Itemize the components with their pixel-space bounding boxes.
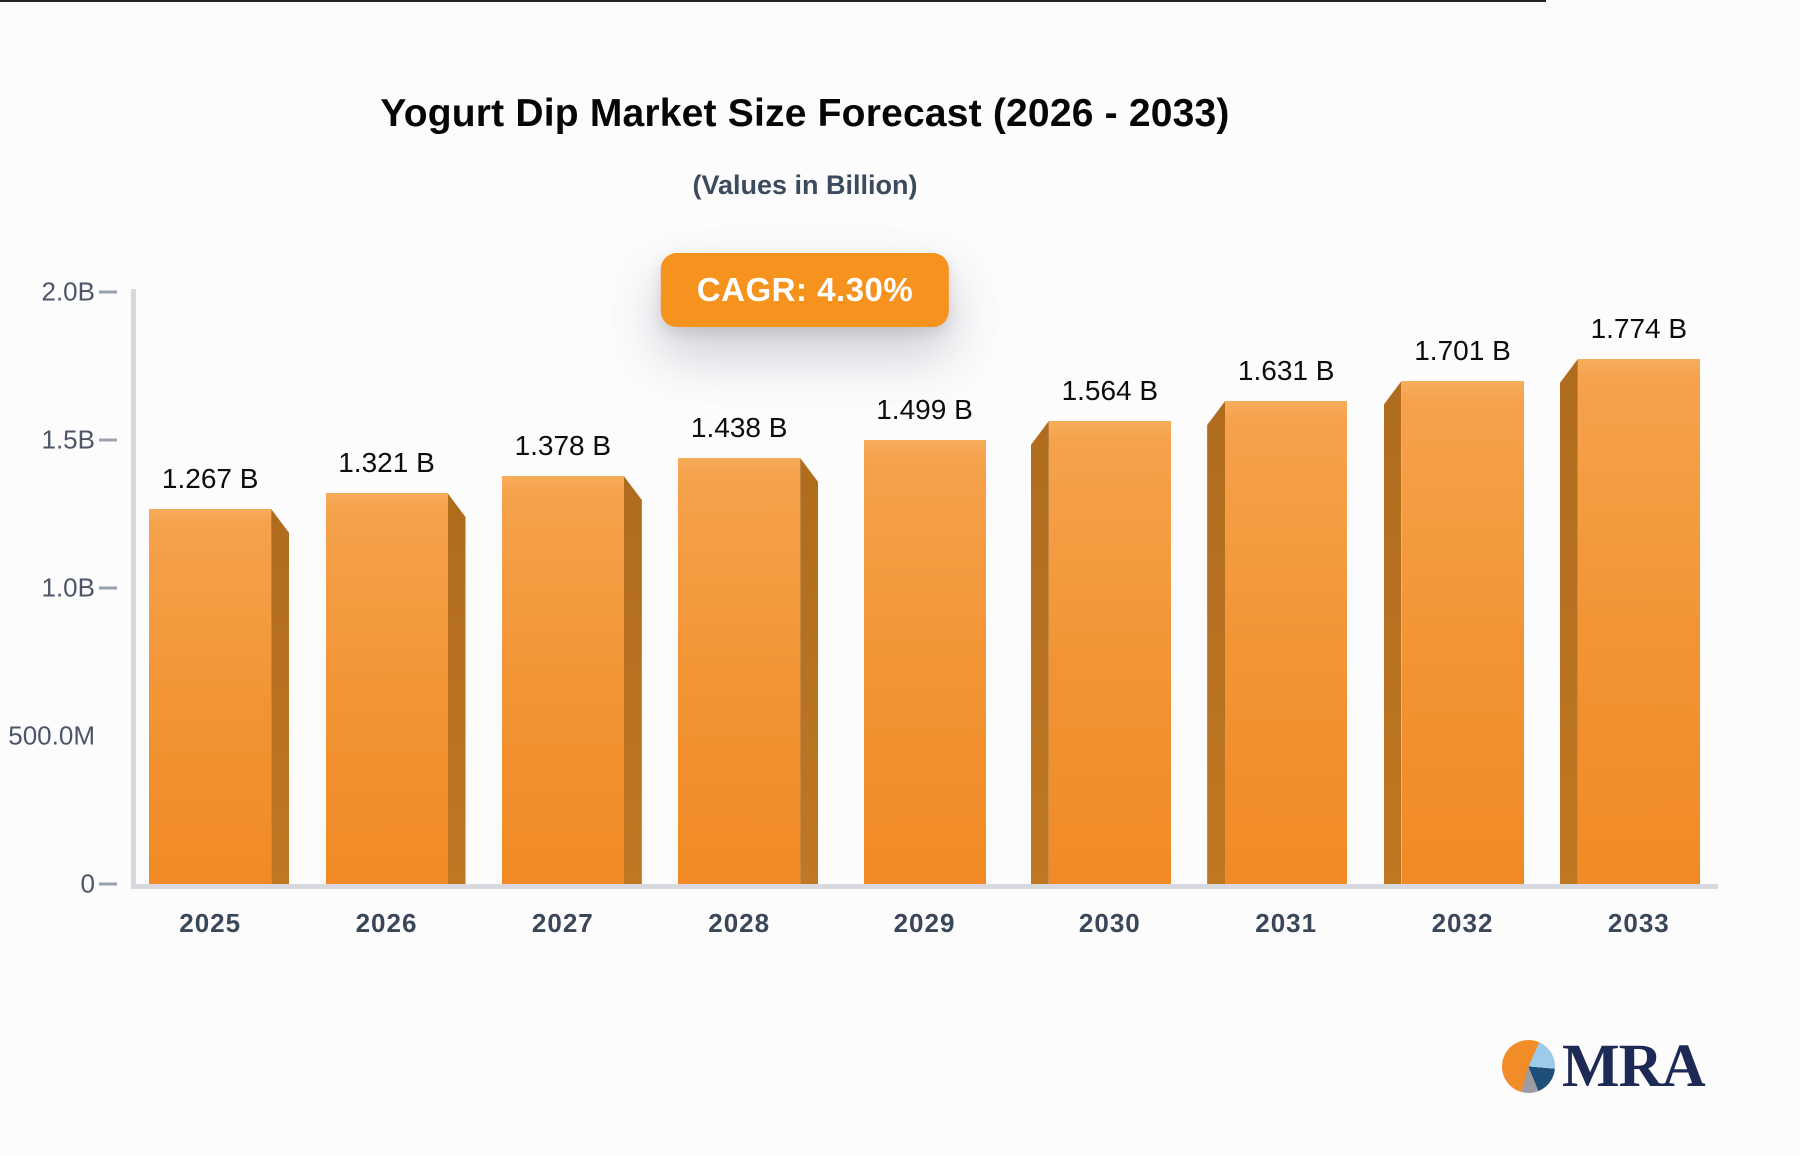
bar-value-label: 1.631 B [1237, 355, 1335, 386]
bar-2032 [1383, 381, 1524, 884]
bar-2033 [1559, 359, 1700, 884]
y-axis-tick-mark [99, 586, 117, 590]
bar-2029 [863, 440, 986, 884]
x-axis-label-2031: 2031 [1255, 908, 1318, 938]
bar-face [149, 509, 272, 884]
bar-2031 [1207, 401, 1348, 884]
y-axis-tick-label: 0 [80, 868, 95, 899]
x-axis-label-2025: 2025 [179, 908, 242, 938]
brand-logo: MRA [1502, 1033, 1706, 1100]
chart-subtitle: (Values in Billion) [692, 170, 918, 200]
y-axis-tick-label: 1.0B [41, 572, 96, 603]
x-axis-label-2030: 2030 [1078, 908, 1141, 938]
bar-value-label: 1.321 B [338, 447, 435, 478]
bar-face [325, 493, 448, 884]
y-axis-line [131, 289, 136, 889]
cagr-badge: CAGR: 4.30% [660, 253, 950, 327]
bar-2030 [1030, 421, 1171, 884]
y-axis-tick-label: 2.0B [41, 276, 96, 307]
brand-name: MRA [1562, 1033, 1706, 1100]
bar-3d-shade [800, 458, 819, 884]
bar-face [678, 458, 801, 884]
bar-face [1577, 359, 1700, 884]
bar-2027 [501, 476, 642, 884]
window-edge-line [0, 0, 1546, 2]
bar-3d-shade [1207, 401, 1226, 884]
x-axis-label-2027: 2027 [531, 908, 594, 938]
bar-3d-shade [447, 493, 466, 884]
x-axis-label-2026: 2026 [355, 908, 418, 938]
bar-3d-shade [1559, 359, 1578, 884]
y-axis-tick-label: 1.5B [41, 424, 96, 455]
y-axis-tick-mark [99, 438, 117, 442]
bar-3d-shade [1030, 421, 1049, 884]
x-axis-label-2033: 2033 [1607, 908, 1670, 938]
bar-value-label: 1.499 B [876, 394, 973, 425]
y-axis-tick-mark [99, 882, 117, 886]
pie-chart-logo-icon [1502, 1040, 1555, 1093]
chart-title: Yogurt Dip Market Size Forecast (2026 - … [380, 92, 1230, 135]
bar-2025 [149, 509, 290, 884]
bar-3d-shade [623, 476, 642, 884]
bar-3d-shade [271, 509, 290, 884]
y-axis-tick-label: 500.0M [8, 720, 95, 751]
x-axis-label-2032: 2032 [1431, 908, 1494, 938]
y-axis-tick-mark [99, 290, 117, 294]
bar-2026 [325, 493, 466, 884]
bar-2028 [678, 458, 819, 884]
x-axis-label-2028: 2028 [708, 908, 771, 938]
x-axis-line [131, 884, 1718, 889]
bar-value-label: 1.378 B [514, 430, 612, 461]
bar-value-label: 1.564 B [1061, 375, 1159, 406]
bar-3d-shade [1383, 381, 1402, 884]
bar-face [1048, 421, 1171, 884]
bar-value-label: 1.267 B [161, 463, 259, 494]
bar-value-label: 1.701 B [1414, 335, 1511, 366]
x-axis-label-2029: 2029 [893, 908, 956, 938]
bar-value-label: 1.438 B [690, 412, 788, 443]
bar-face [501, 476, 624, 884]
bar-face [863, 440, 986, 884]
bar-face [1225, 401, 1348, 884]
bar-face [1401, 381, 1524, 884]
bar-value-label: 1.774 B [1590, 313, 1688, 344]
